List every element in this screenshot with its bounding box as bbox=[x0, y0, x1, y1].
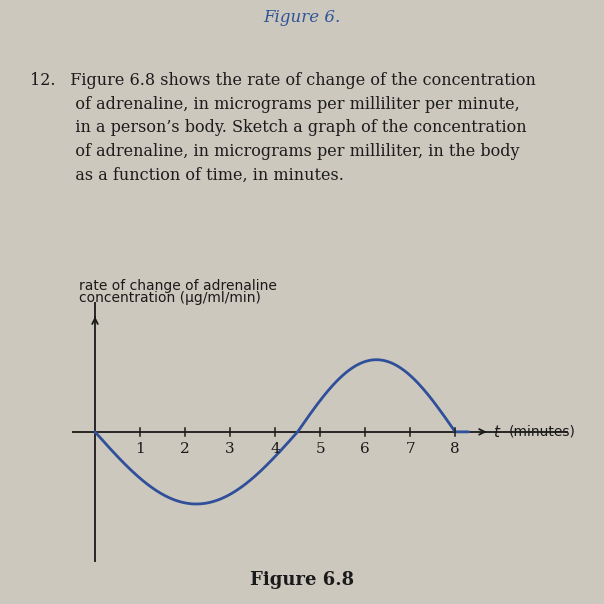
Text: $t$: $t$ bbox=[493, 424, 502, 440]
Text: Figure 6.8: Figure 6.8 bbox=[250, 571, 354, 589]
Text: (minutes): (minutes) bbox=[509, 425, 576, 439]
Text: Figure 6.8 shows the rate of change of the concentration
   of adrenaline, in mi: Figure 6.8 shows the rate of change of t… bbox=[60, 72, 536, 184]
Text: 5: 5 bbox=[315, 442, 325, 455]
Text: 4: 4 bbox=[270, 442, 280, 455]
Text: 12.: 12. bbox=[30, 72, 56, 89]
Text: 7: 7 bbox=[405, 442, 415, 455]
Text: 1: 1 bbox=[135, 442, 145, 455]
Text: Figure 6.: Figure 6. bbox=[263, 8, 341, 26]
Text: 6: 6 bbox=[360, 442, 370, 455]
Text: concentration (μg/ml/min): concentration (μg/ml/min) bbox=[79, 291, 260, 305]
Text: 2: 2 bbox=[180, 442, 190, 455]
Text: 8: 8 bbox=[451, 442, 460, 455]
Text: 3: 3 bbox=[225, 442, 235, 455]
Text: rate of change of adrenaline: rate of change of adrenaline bbox=[79, 279, 277, 293]
